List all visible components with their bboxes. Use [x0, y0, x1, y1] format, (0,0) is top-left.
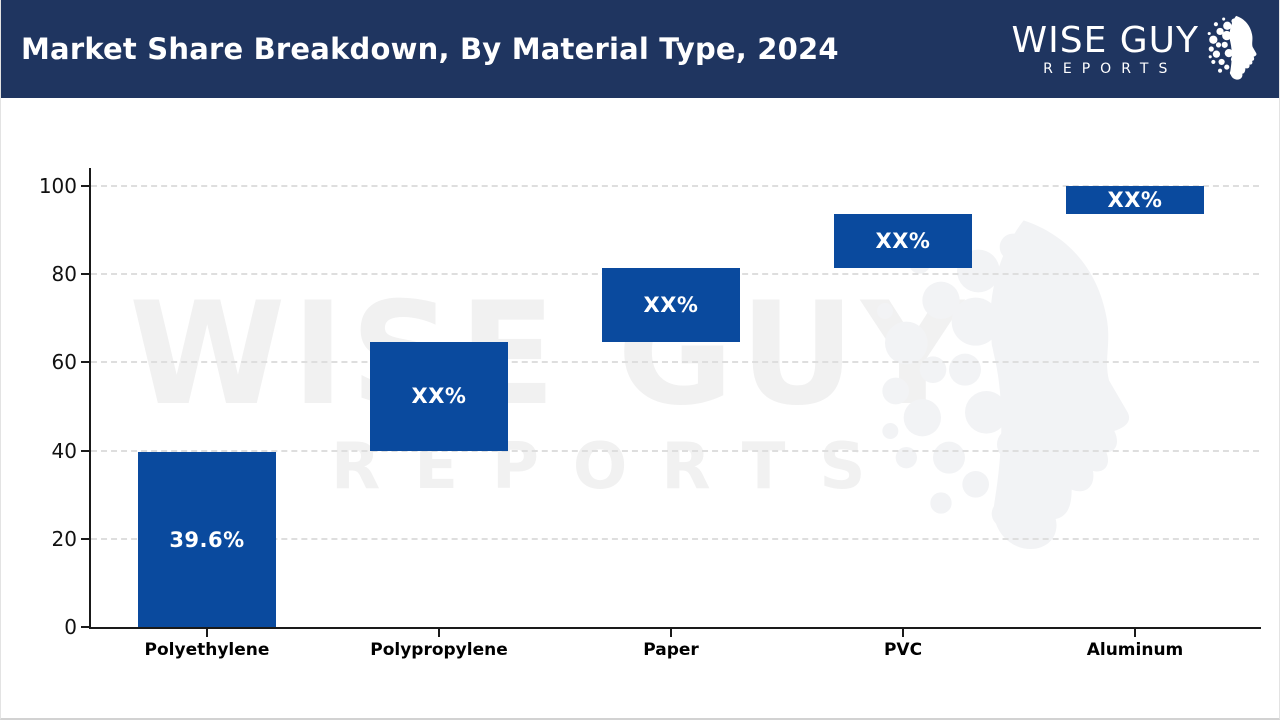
- y-tick-mark: [81, 449, 90, 452]
- bar-value-label: XX%: [1107, 188, 1163, 213]
- bar-polyethylene: 39.6%: [138, 452, 276, 627]
- x-tick-mark: [1134, 629, 1136, 637]
- header: Market Share Breakdown, By Material Type…: [1, 0, 1279, 98]
- y-tick-label: 60: [51, 350, 77, 375]
- y-axis-line: [89, 168, 91, 629]
- y-tick-label: 0: [64, 615, 77, 639]
- x-tick-mark: [438, 629, 440, 637]
- bar-paper: XX%: [602, 268, 740, 343]
- bar-aluminum: XX%: [1066, 186, 1204, 215]
- logo-wordmark: WISE GUY: [1011, 19, 1199, 61]
- gridline-y-20: [91, 537, 1259, 540]
- x-tick-label: Paper: [643, 640, 699, 660]
- x-tick-label: Aluminum: [1086, 640, 1184, 660]
- bar-value-label: XX%: [875, 229, 931, 254]
- x-tick-label: Polypropylene: [370, 640, 508, 660]
- y-tick-label: 20: [51, 526, 77, 551]
- y-tick-label: 100: [38, 174, 77, 198]
- logo-subtitle: REPORTS: [1043, 61, 1178, 78]
- bar-value-label: XX%: [643, 293, 699, 318]
- watermark-wordmark: WISE GUY: [129, 272, 970, 437]
- gridline-y-100: [91, 185, 1259, 187]
- y-tick-mark: [81, 537, 90, 540]
- bar-polypropylene: XX%: [370, 342, 508, 451]
- brand-logo: WISE GUY REPORTS: [1012, 12, 1266, 86]
- page-title: Market Share Breakdown, By Material Type…: [21, 32, 839, 66]
- x-axis-line: [89, 627, 1261, 629]
- brand-logo-text: WISE GUY REPORTS: [1012, 21, 1200, 78]
- bar-pvc: XX%: [834, 214, 972, 269]
- x-tick-label: Polyethylene: [144, 640, 270, 660]
- y-tick-label: 40: [51, 438, 77, 463]
- x-tick-mark: [902, 629, 904, 637]
- gridline-y-40: [91, 449, 1259, 452]
- x-tick-mark: [670, 629, 672, 637]
- bar-value-label: XX%: [411, 384, 467, 409]
- bar-value-label: 39.6%: [169, 527, 245, 552]
- x-tick-label: PVC: [883, 640, 923, 660]
- y-tick-mark: [81, 626, 90, 628]
- y-tick-label: 80: [51, 262, 77, 287]
- y-tick-mark: [81, 185, 90, 187]
- gridline-y-60: [91, 361, 1259, 364]
- y-tick-mark: [81, 273, 90, 276]
- y-tick-mark: [81, 361, 90, 364]
- x-tick-mark: [206, 629, 208, 637]
- logo-head-icon: [1203, 12, 1265, 86]
